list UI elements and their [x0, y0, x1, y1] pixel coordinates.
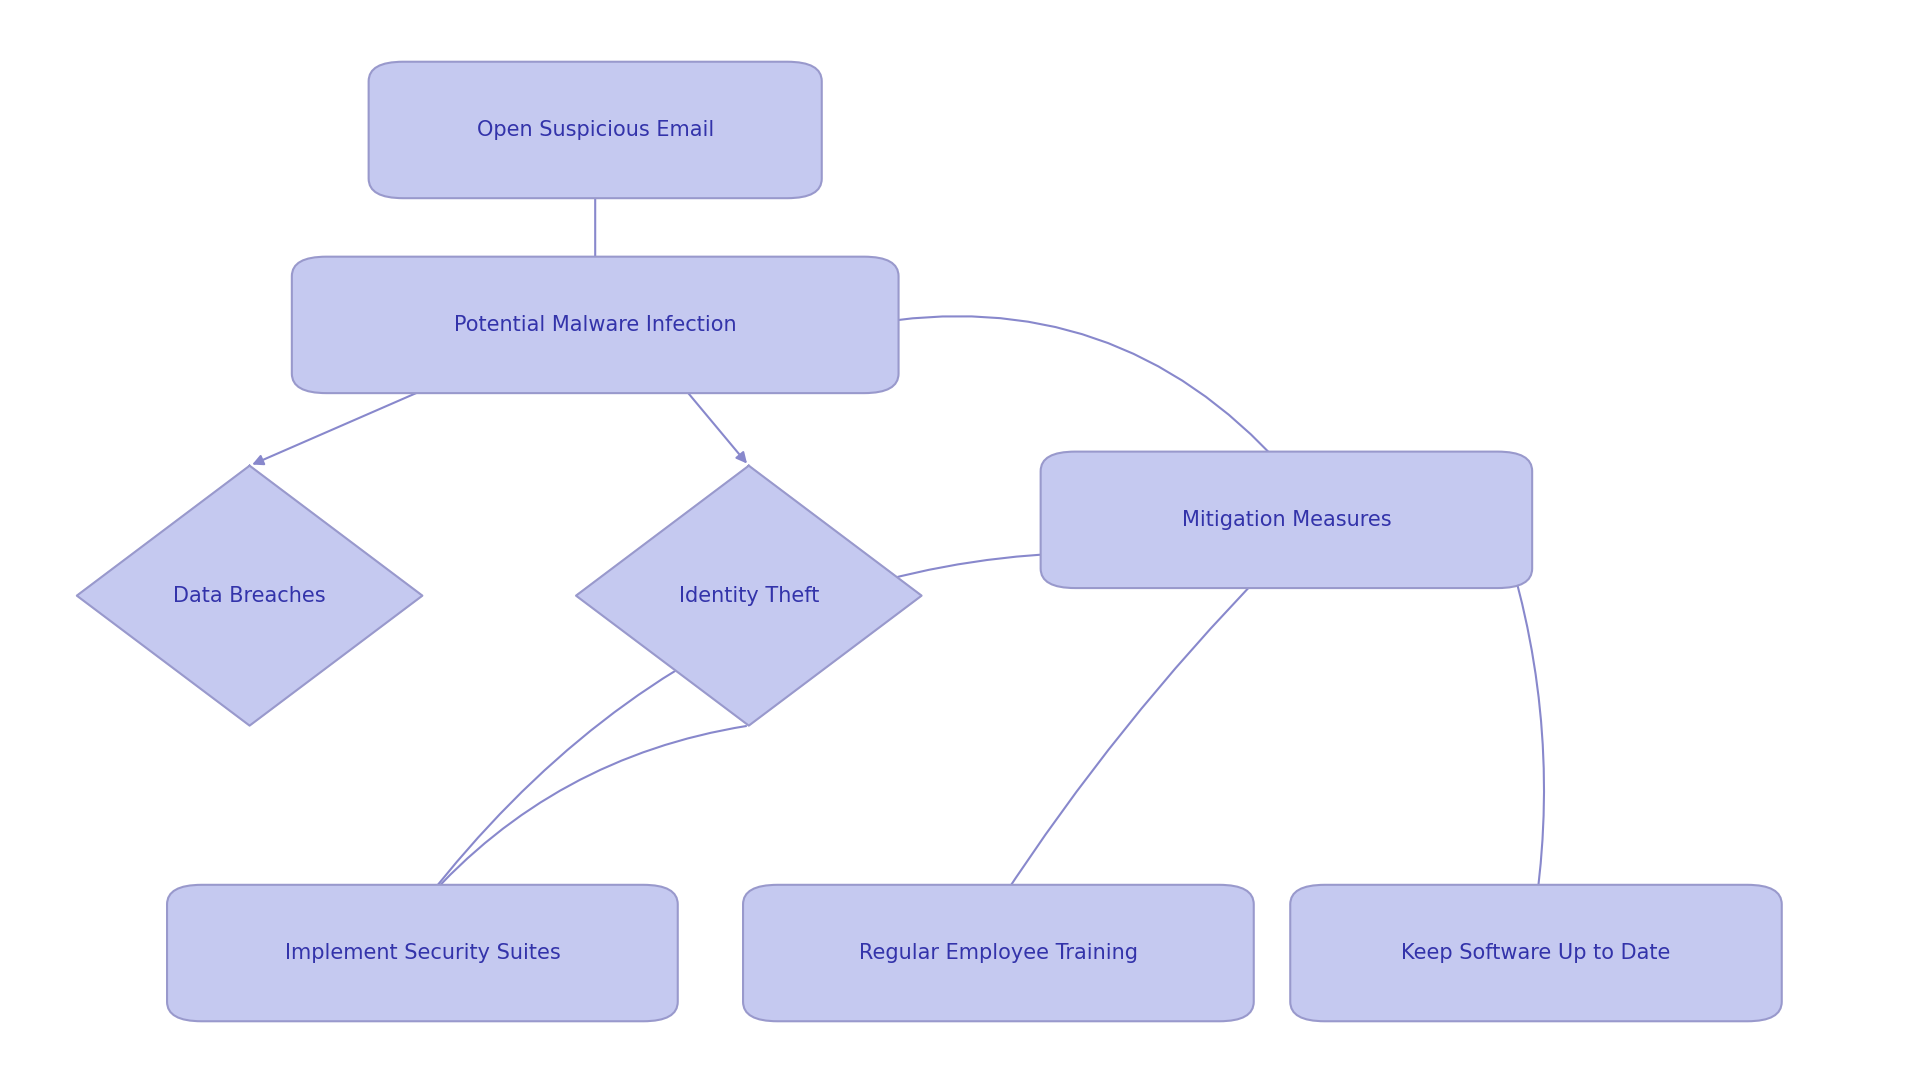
FancyBboxPatch shape	[1290, 885, 1782, 1021]
Text: Regular Employee Training: Regular Employee Training	[858, 943, 1139, 963]
Text: Open Suspicious Email: Open Suspicious Email	[476, 120, 714, 140]
Text: Data Breaches: Data Breaches	[173, 586, 326, 605]
FancyBboxPatch shape	[292, 257, 899, 393]
FancyBboxPatch shape	[369, 62, 822, 198]
FancyBboxPatch shape	[743, 885, 1254, 1021]
FancyBboxPatch shape	[167, 885, 678, 1021]
FancyBboxPatch shape	[1041, 452, 1532, 588]
Text: Implement Security Suites: Implement Security Suites	[284, 943, 561, 963]
Text: Potential Malware Infection: Potential Malware Infection	[453, 315, 737, 335]
Text: Keep Software Up to Date: Keep Software Up to Date	[1402, 943, 1670, 963]
Text: Identity Theft: Identity Theft	[678, 586, 820, 605]
Text: Mitigation Measures: Mitigation Measures	[1181, 510, 1392, 530]
Polygon shape	[77, 466, 422, 726]
Polygon shape	[576, 466, 922, 726]
